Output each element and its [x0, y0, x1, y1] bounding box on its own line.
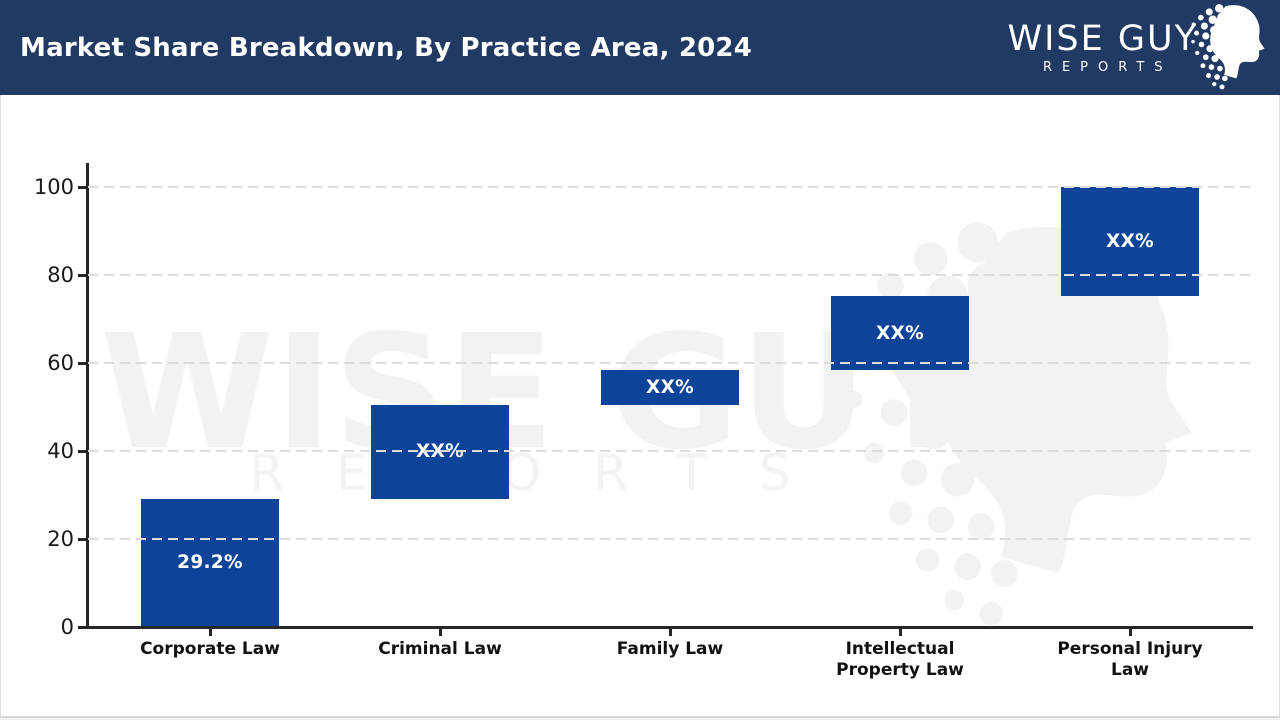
y-tick [78, 537, 88, 541]
y-tick-label: 60 [47, 351, 74, 375]
gridline [88, 450, 1253, 452]
y-tick [78, 185, 88, 189]
frame-bottom-strip [0, 718, 1280, 720]
brand-logo: WISE GUY REPORTS [1007, 2, 1270, 94]
bar: XX% [1061, 187, 1199, 297]
page-title: Market Share Breakdown, By Practice Area… [20, 32, 752, 63]
x-category-label: Criminal Law [378, 639, 502, 659]
y-tick [78, 625, 88, 629]
brand-wordmark: WISE GUY REPORTS [1007, 21, 1198, 75]
y-axis-spine [86, 163, 89, 629]
y-tick-label: 80 [47, 263, 74, 287]
x-category-label: Corporate Law [140, 639, 280, 659]
x-axis-baseline [86, 625, 1253, 629]
head-profile-icon [1184, 2, 1270, 94]
gridline [88, 274, 1253, 276]
y-tick [78, 361, 88, 365]
bar-value-label: XX% [646, 376, 694, 398]
x-tick [208, 628, 212, 636]
y-tick [78, 449, 88, 453]
bar-value-label: 29.2% [177, 552, 243, 574]
bar: 29.2% [141, 498, 279, 627]
x-tick [898, 628, 902, 636]
x-tick [668, 628, 672, 636]
gridline [88, 362, 1253, 364]
frame-bottom-border [0, 716, 1280, 718]
bar-value-label: XX% [876, 322, 924, 344]
header-bar: Market Share Breakdown, By Practice Area… [0, 0, 1280, 95]
bar: XX% [831, 296, 969, 371]
y-tick-label: 20 [47, 527, 74, 551]
y-tick [78, 273, 88, 277]
brand-secondary-text: REPORTS [1042, 59, 1173, 75]
gridline [88, 538, 1253, 540]
y-tick-label: 0 [60, 615, 74, 639]
x-category-label: Intellectual Property Law [836, 639, 964, 680]
x-tick [1128, 628, 1132, 636]
bar: XX% [601, 370, 739, 405]
x-category-label: Family Law [616, 639, 724, 659]
y-tick-label: 100 [33, 175, 74, 199]
bar-value-label: XX% [1106, 231, 1154, 253]
gridline [88, 186, 1253, 188]
y-tick-label: 40 [47, 439, 74, 463]
x-tick [438, 628, 442, 636]
brand-primary-text: WISE GUY [1007, 18, 1198, 59]
watermark-subtext: REPORTS [249, 444, 843, 502]
x-category-label: Personal Injury Law [1057, 639, 1203, 680]
frame-left-border [0, 95, 1, 718]
